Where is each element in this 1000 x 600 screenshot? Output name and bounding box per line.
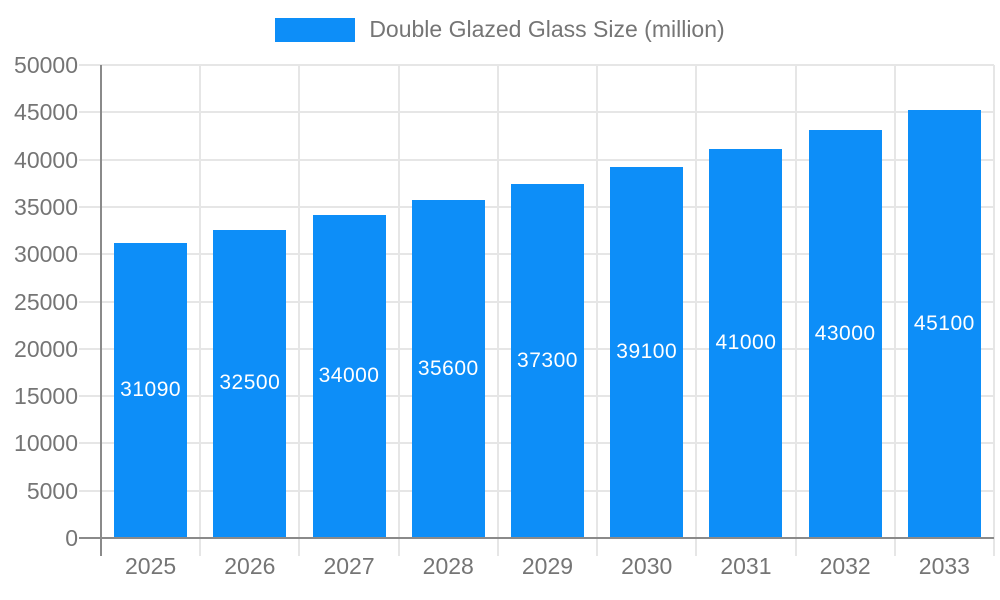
x-gridline (298, 65, 301, 556)
bar: 43000 (808, 130, 882, 537)
legend-label: Double Glazed Glass Size (million) (369, 16, 725, 42)
x-tick-label: 2027 (323, 553, 375, 579)
bar: 31090 (114, 242, 188, 537)
bar-value-label: 31090 (120, 377, 182, 401)
bar-value-label: 32500 (219, 371, 281, 395)
y-tick (79, 158, 101, 161)
x-tick-label: 2031 (720, 553, 772, 579)
bar-value-label: 34000 (318, 364, 380, 388)
x-tick-label: 2025 (125, 553, 177, 579)
x-gridline (596, 65, 599, 556)
x-gridline (993, 65, 995, 556)
bar-value-label: 39100 (616, 340, 678, 364)
x-gridline (893, 65, 896, 556)
bar: 37300 (511, 184, 584, 537)
plot-area: 0 5000 10000 15000 20000 25000 30000 35000 40000… (14, 52, 995, 579)
y-tick-label: 25000 (14, 288, 78, 315)
bar-value-label: 43000 (814, 321, 876, 345)
x-gridline (199, 65, 202, 556)
y-tick (79, 64, 101, 66)
x-axis-line (79, 537, 994, 539)
y-tick (79, 489, 101, 492)
bar-value-label: 41000 (715, 331, 777, 355)
y-tick-label: 20000 (14, 335, 78, 362)
legend-swatch (275, 17, 356, 42)
y-tick-label: 5000 (26, 477, 78, 504)
bar: 41000 (709, 149, 783, 537)
y-tick-label: 40000 (14, 146, 78, 173)
x-gridline (695, 65, 698, 556)
x-tick-label: 2028 (422, 553, 474, 579)
y-axis-line (100, 65, 102, 556)
y-tick (79, 205, 101, 208)
bar-value-label: 45100 (913, 311, 975, 335)
y-tick-label: 10000 (14, 430, 78, 457)
x-gridline (397, 65, 400, 556)
x-tick-label: 2026 (224, 553, 276, 579)
x-tick-label: 2030 (621, 553, 673, 579)
x-gridline (794, 65, 797, 556)
bar-value-label: 37300 (517, 348, 578, 372)
y-gridline (101, 158, 994, 161)
y-tick-label: 50000 (14, 52, 78, 78)
y-tick-label: 0 (65, 525, 78, 551)
y-tick (79, 347, 101, 350)
bar: 45100 (907, 110, 981, 537)
x-tick-label: 2032 (819, 553, 871, 579)
y-gridline (101, 111, 994, 114)
bar: 39100 (610, 167, 684, 537)
bar: 35600 (411, 200, 485, 537)
legend: Double Glazed Glass Size (million) (0, 16, 1000, 43)
bar: 34000 (312, 215, 386, 537)
y-tick (79, 253, 101, 256)
y-tick-label: 30000 (14, 241, 78, 268)
x-tick-label: 2029 (521, 553, 574, 579)
bar-value-label: 35600 (417, 356, 479, 380)
y-tick-label: 35000 (14, 193, 78, 220)
bar: 32500 (213, 229, 287, 537)
x-tick-label: 2033 (918, 553, 970, 579)
y-tick (79, 442, 101, 445)
y-tick (79, 300, 101, 303)
y-tick-label: 45000 (14, 99, 78, 126)
y-tick (79, 111, 101, 114)
y-tick-label: 15000 (14, 383, 78, 410)
x-gridline (496, 65, 499, 556)
y-gridline (101, 64, 994, 66)
y-tick (79, 395, 101, 398)
